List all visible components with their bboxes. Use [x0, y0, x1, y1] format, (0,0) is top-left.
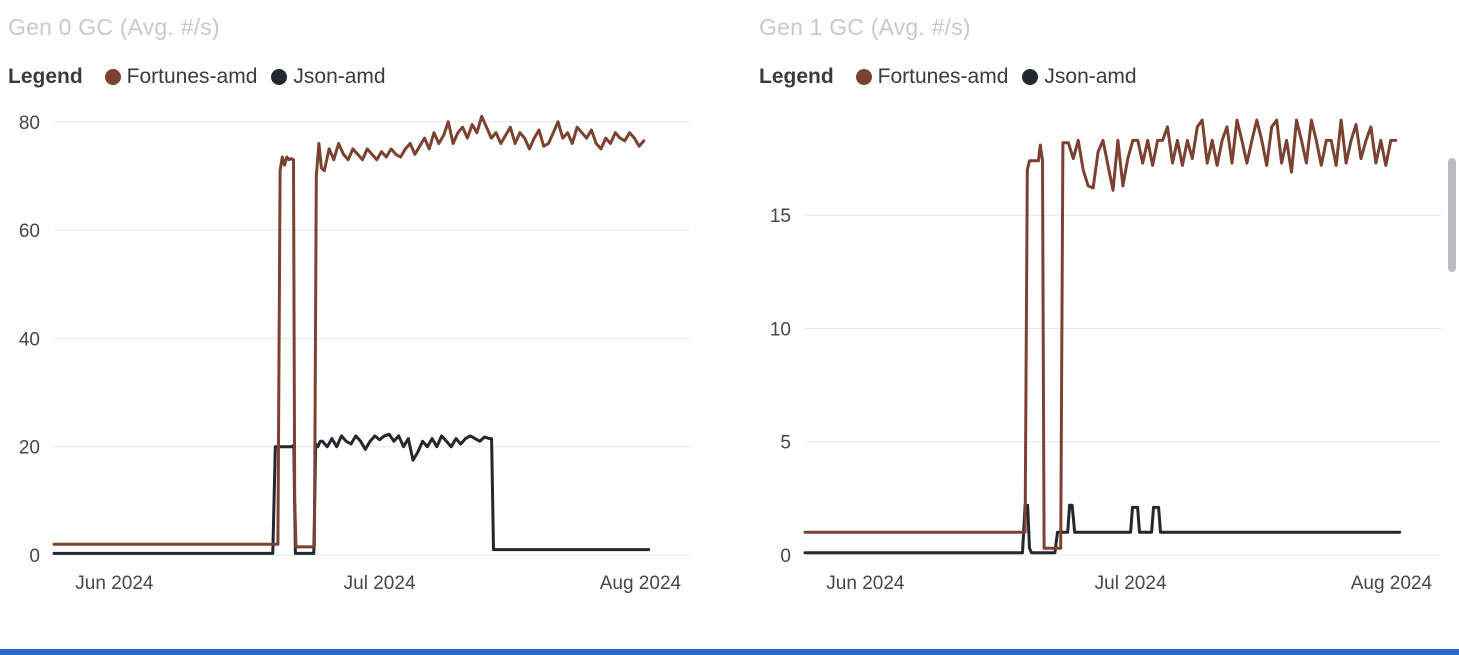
y-axis-tick-label: 60	[19, 221, 40, 242]
legend-item-json-amd[interactable]: Json-amd	[271, 65, 386, 89]
chart-title-gen0: Gen 0 GC (Avg. #/s)	[8, 14, 220, 40]
y-axis-tick-label: 0	[780, 546, 791, 567]
y-axis-tick-label: 20	[19, 438, 40, 459]
legend-label: Legend	[8, 65, 83, 88]
series-name-label: Fortunes-amd	[126, 65, 258, 88]
y-axis-tick-label: 10	[770, 320, 791, 341]
chart-panel-gen0-gc: Gen 0 GC (Avg. #/s) Legend Fortunes-amd …	[0, 0, 729, 645]
scrollbar-thumb[interactable]	[1448, 158, 1456, 272]
series-name-label: Json-amd	[1044, 65, 1137, 88]
series-line-fortunes-amd	[52, 114, 646, 549]
y-axis-tick-label: 15	[770, 206, 791, 227]
y-axis-tick-label: 80	[19, 113, 40, 134]
legend-gen1: Legend Fortunes-amd Json-amd	[759, 65, 1458, 89]
bottom-accent-bar	[0, 649, 1459, 655]
y-axis-tick-label: 40	[19, 329, 40, 350]
series-line-json-amd	[803, 503, 1402, 555]
line-chart-gen1[interactable]: 0 5 10 15 Jun 2024 Jul 2024 Aug 2024	[759, 95, 1459, 595]
x-axis-tick-label: Jun 2024	[75, 573, 154, 594]
legend-item-fortunes-amd[interactable]: Fortunes-amd	[855, 65, 1009, 89]
series-line-json-amd	[52, 432, 651, 555]
series-name-label: Json-amd	[293, 65, 386, 88]
line-chart-gen0[interactable]: 0 20 40 60 80 Jun 2024 Jul 2024 Aug 2024	[8, 95, 708, 595]
legend-label: Legend	[759, 65, 834, 88]
y-axis-tick-label: 5	[780, 433, 791, 454]
chart-title-gen1: Gen 1 GC (Avg. #/s)	[759, 14, 971, 40]
series-line-fortunes-amd	[803, 118, 1398, 550]
y-axis-tick-label: 0	[29, 546, 40, 567]
x-axis-tick-label: Aug 2024	[600, 573, 682, 594]
x-axis-tick-label: Aug 2024	[1351, 573, 1433, 594]
x-axis-tick-label: Jun 2024	[826, 573, 905, 594]
scrollbar-track[interactable]	[1448, 0, 1457, 645]
series-color-dot	[855, 69, 872, 85]
legend-item-fortunes-amd[interactable]: Fortunes-amd	[104, 65, 258, 89]
series-color-dot	[1022, 69, 1039, 85]
legend-item-json-amd[interactable]: Json-amd	[1022, 65, 1137, 89]
series-color-dot	[104, 69, 121, 85]
x-axis-tick-label: Jul 2024	[344, 573, 416, 594]
legend-gen0: Legend Fortunes-amd Json-amd	[8, 65, 729, 89]
series-name-label: Fortunes-amd	[877, 65, 1009, 88]
x-axis-tick-label: Jul 2024	[1095, 573, 1167, 594]
series-color-dot	[271, 69, 288, 85]
chart-panel-gen1-gc: Gen 1 GC (Avg. #/s) Legend Fortunes-amd …	[729, 0, 1458, 645]
